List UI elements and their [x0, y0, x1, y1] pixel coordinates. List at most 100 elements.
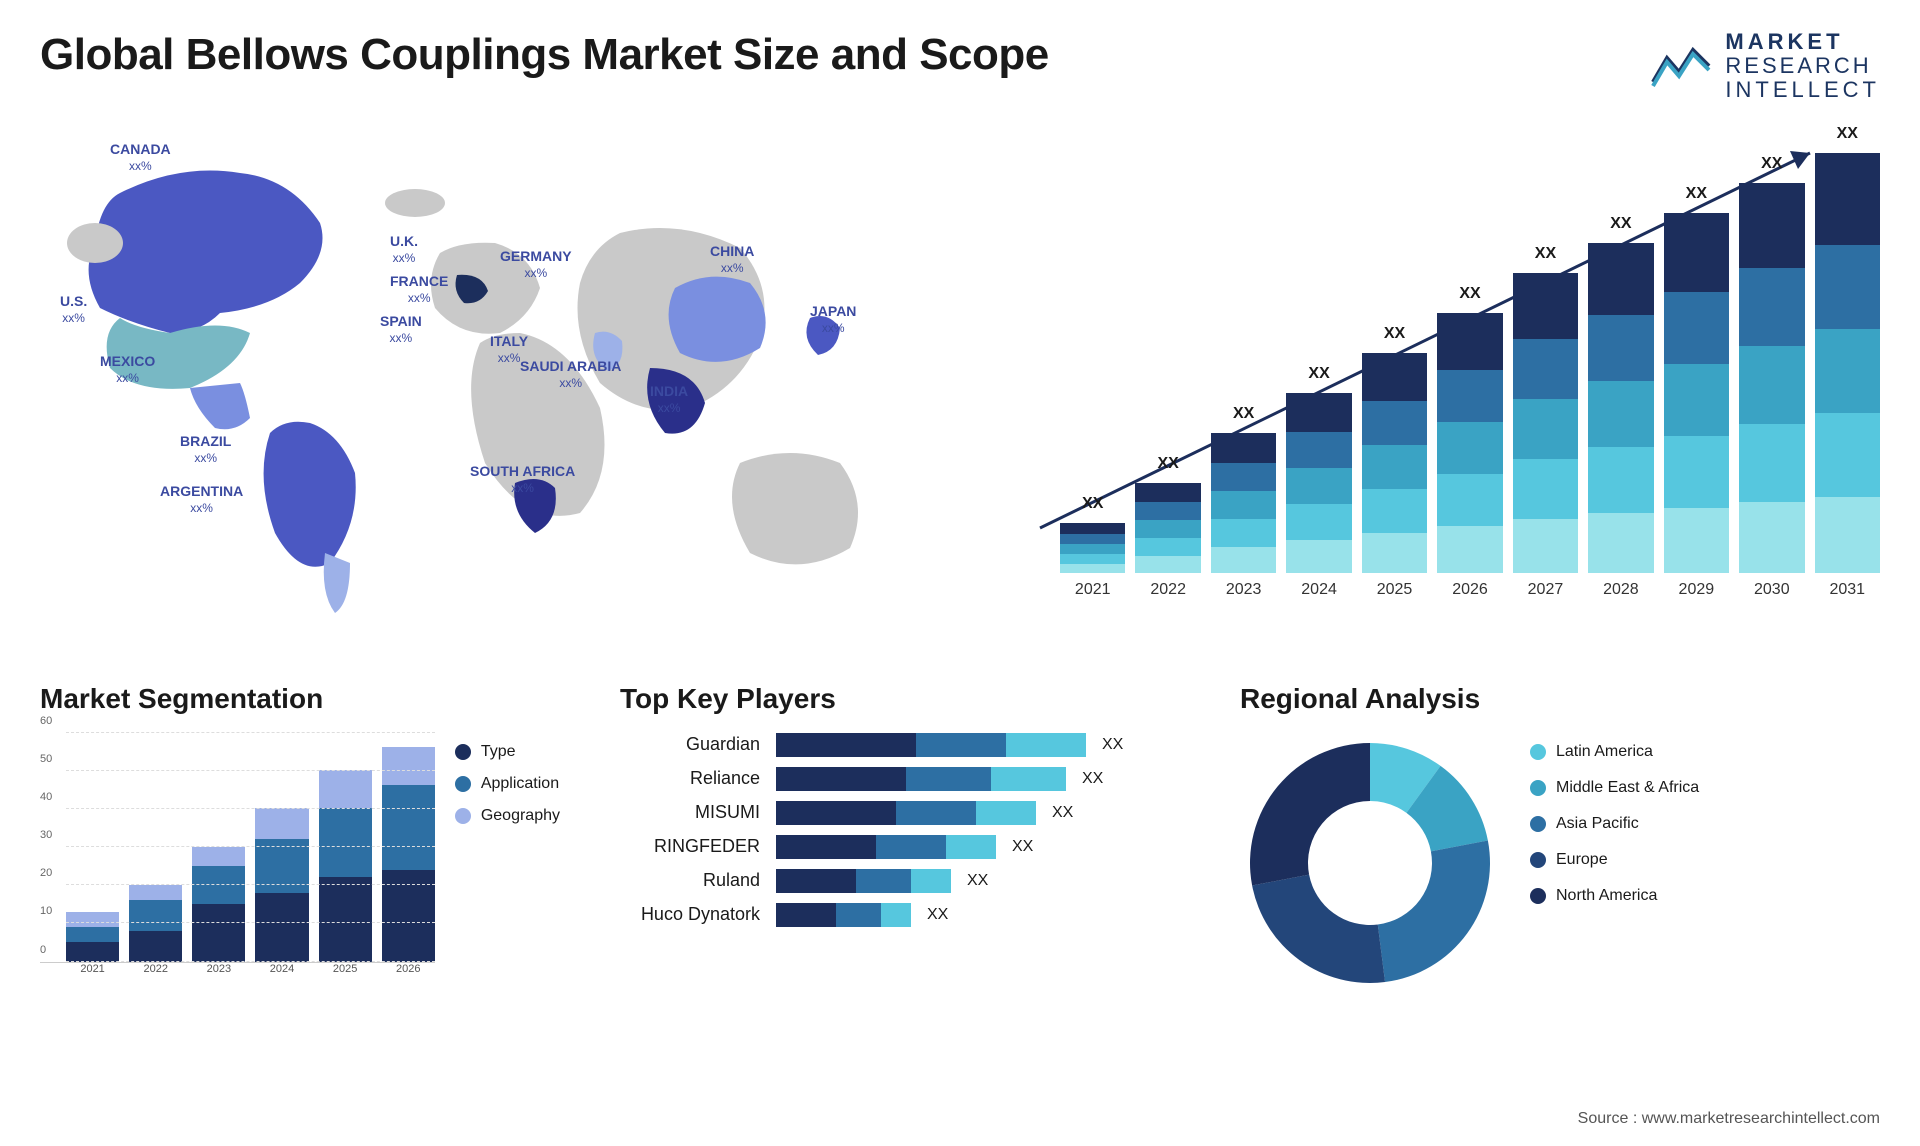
- seg-bar-year: 2026: [382, 963, 435, 975]
- map-country-label: JAPANxx%: [810, 303, 856, 337]
- source-attribution: Source : www.marketresearchintellect.com: [1578, 1110, 1880, 1128]
- growth-bar-year: 2028: [1588, 581, 1653, 599]
- brand-logo: MARKET RESEARCH INTELLECT: [1649, 30, 1880, 103]
- growth-bar: XX: [1437, 313, 1502, 573]
- growth-bar-value: XX: [1739, 155, 1804, 173]
- growth-bar-value: XX: [1664, 185, 1729, 203]
- growth-bar: XX: [1060, 523, 1125, 573]
- player-bar: [776, 869, 951, 893]
- player-value: XX: [927, 906, 948, 924]
- growth-bar-value: XX: [1211, 405, 1276, 423]
- growth-bar-value: XX: [1437, 285, 1502, 303]
- map-country-label: U.K.xx%: [390, 233, 418, 267]
- growth-bar-year: 2022: [1135, 581, 1200, 599]
- growth-bar-year: 2031: [1815, 581, 1880, 599]
- growth-bar-year: 2027: [1513, 581, 1578, 599]
- growth-bar: XX: [1362, 353, 1427, 573]
- segmentation-legend: TypeApplicationGeography: [455, 733, 560, 975]
- regional-panel: Latin AmericaMiddle East & AfricaAsia Pa…: [1240, 733, 1880, 998]
- players-title: Top Key Players: [620, 683, 1180, 715]
- growth-bar-value: XX: [1286, 365, 1351, 383]
- seg-ytick: 50: [40, 753, 52, 765]
- world-map-panel: CANADAxx%U.S.xx%MEXICOxx%BRAZILxx%ARGENT…: [40, 123, 980, 643]
- growth-bar-year: 2026: [1437, 581, 1502, 599]
- growth-bar-year: 2029: [1664, 581, 1729, 599]
- logo-icon: [1649, 42, 1713, 90]
- world-map-icon: [40, 123, 980, 643]
- donut-slice: [1378, 840, 1490, 982]
- legend-item: North America: [1530, 887, 1699, 905]
- growth-bar-year: 2025: [1362, 581, 1427, 599]
- legend-item: Europe: [1530, 851, 1699, 869]
- player-value: XX: [967, 872, 988, 890]
- seg-ytick: 20: [40, 867, 52, 879]
- growth-bar-value: XX: [1513, 245, 1578, 263]
- growth-bar-value: XX: [1815, 125, 1880, 143]
- map-country-label: FRANCExx%: [390, 273, 448, 307]
- growth-bar-year: 2024: [1286, 581, 1351, 599]
- seg-bar: [319, 770, 372, 962]
- map-country-label: SPAINxx%: [380, 313, 422, 347]
- growth-bar-year: 2023: [1211, 581, 1276, 599]
- player-bar: [776, 767, 1066, 791]
- player-bar: [776, 733, 1086, 757]
- players-panel: Top Key Players GuardianXXRelianceXXMISU…: [620, 683, 1180, 998]
- player-row: Reliance XX: [620, 767, 1180, 791]
- map-country-label: U.S.xx%: [60, 293, 87, 327]
- segmentation-title: Market Segmentation: [40, 683, 560, 715]
- seg-bar: [382, 747, 435, 962]
- logo-word-1: MARKET: [1725, 30, 1880, 54]
- seg-ytick: 10: [40, 905, 52, 917]
- map-country-label: MEXICOxx%: [100, 353, 155, 387]
- donut-slice: [1250, 743, 1370, 885]
- player-row: Huco DynatorkXX: [620, 903, 1180, 927]
- map-country-label: GERMANYxx%: [500, 248, 572, 282]
- growth-bar: XX: [1135, 483, 1200, 573]
- player-value: XX: [1082, 770, 1103, 788]
- growth-bar-chart: XXXXXXXXXXXXXXXXXXXXXX 20212022202320242…: [1020, 123, 1880, 643]
- seg-ytick: 30: [40, 829, 52, 841]
- player-value: XX: [1102, 736, 1123, 754]
- seg-bar: [192, 847, 245, 962]
- growth-bar-value: XX: [1362, 325, 1427, 343]
- player-bar: [776, 903, 911, 927]
- seg-bar-year: 2022: [129, 963, 182, 975]
- player-value: XX: [1012, 838, 1033, 856]
- player-bar: [776, 801, 1036, 825]
- player-name: Reliance: [620, 768, 760, 789]
- seg-bar: [66, 912, 119, 962]
- player-value: XX: [1052, 804, 1073, 822]
- growth-bar-value: XX: [1060, 495, 1125, 513]
- page-title: Global Bellows Couplings Market Size and…: [40, 30, 1049, 80]
- growth-bar-value: XX: [1135, 455, 1200, 473]
- logo-word-2: RESEARCH: [1725, 54, 1880, 78]
- map-country-label: SAUDI ARABIAxx%: [520, 358, 621, 392]
- player-row: RulandXX: [620, 869, 1180, 893]
- seg-ytick: 40: [40, 791, 52, 803]
- growth-bar: XX: [1211, 433, 1276, 573]
- regional-title: Regional Analysis: [1240, 683, 1880, 715]
- seg-bar-year: 2021: [66, 963, 119, 975]
- seg-bar-year: 2023: [192, 963, 245, 975]
- donut-slice: [1252, 874, 1385, 982]
- seg-ytick: 0: [40, 944, 46, 956]
- growth-bar-year: 2030: [1739, 581, 1804, 599]
- player-row: MISUMIXX: [620, 801, 1180, 825]
- logo-word-3: INTELLECT: [1725, 78, 1880, 102]
- map-country-label: CHINAxx%: [710, 243, 754, 277]
- regional-donut-chart: [1240, 733, 1500, 993]
- map-country-label: INDIAxx%: [650, 383, 688, 417]
- seg-bar-year: 2025: [319, 963, 372, 975]
- player-name: RINGFEDER: [620, 836, 760, 857]
- growth-bar-value: XX: [1588, 215, 1653, 233]
- seg-ytick: 60: [40, 715, 52, 727]
- legend-item: Application: [455, 775, 560, 793]
- regional-legend: Latin AmericaMiddle East & AfricaAsia Pa…: [1530, 733, 1699, 905]
- player-name: Guardian: [620, 734, 760, 755]
- growth-bar: XX: [1739, 183, 1804, 573]
- seg-bar-year: 2024: [255, 963, 308, 975]
- growth-bar: XX: [1664, 213, 1729, 573]
- map-country-label: BRAZILxx%: [180, 433, 231, 467]
- player-row: RINGFEDER XX: [620, 835, 1180, 859]
- growth-bar: XX: [1286, 393, 1351, 573]
